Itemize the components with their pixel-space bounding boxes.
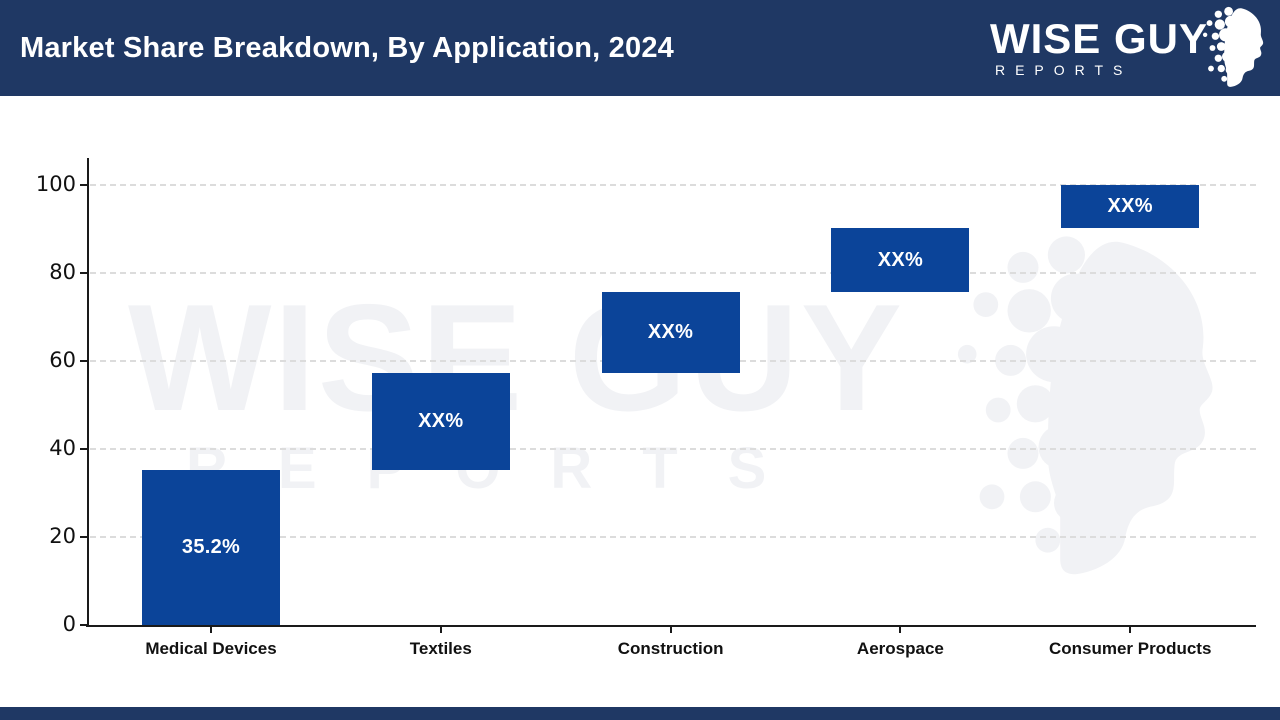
- y-tick-mark: [80, 448, 87, 450]
- bar-value-label: XX%: [418, 410, 464, 433]
- x-tick-mark: [1129, 627, 1132, 633]
- wise-guy-reports-logo: WISE GUY REPORTS: [990, 4, 1270, 92]
- logo-text: WISE GUY REPORTS: [989, 15, 1208, 79]
- y-axis-line: [87, 158, 89, 627]
- x-tick-mark: [899, 627, 902, 633]
- wiseguy-face-icon: [1202, 6, 1264, 87]
- bar-value-label: XX%: [1107, 195, 1153, 218]
- gridline-80: [90, 272, 1256, 274]
- y-tick-mark: [80, 536, 87, 538]
- bar-textiles: XX%: [371, 373, 510, 471]
- y-tick-label: 100: [35, 172, 76, 196]
- logo-subtitle: REPORTS: [994, 62, 1133, 78]
- gridline-40: [90, 448, 1256, 450]
- x-category-label: Aerospace: [856, 639, 944, 658]
- bar-value-label: 35.2%: [181, 536, 241, 559]
- logo-wordmark: WISE GUY: [989, 15, 1208, 62]
- bar-value-label: XX%: [647, 321, 694, 344]
- x-category-label: Textiles: [409, 639, 472, 658]
- y-tick-label: 40: [49, 436, 76, 460]
- x-category-label: Consumer Products: [1048, 639, 1212, 658]
- y-tick-mark: [80, 624, 87, 626]
- x-tick-mark: [669, 627, 672, 633]
- y-tick-label: 20: [49, 524, 76, 548]
- page-title: Market Share Breakdown, By Application, …: [20, 31, 674, 64]
- x-category-label: Construction: [617, 639, 724, 658]
- bar-medical-devices: 35.2%: [142, 470, 280, 625]
- x-tick-mark: [210, 627, 212, 633]
- bar-aerospace: XX%: [831, 228, 970, 292]
- y-tick-mark: [80, 272, 87, 274]
- gridline-100: [90, 184, 1256, 186]
- bar-value-label: XX%: [877, 248, 924, 271]
- y-tick-mark: [80, 360, 87, 362]
- bar-consumer-products: XX%: [1061, 185, 1200, 229]
- y-tick-label: 80: [49, 260, 76, 284]
- footer-banner: [0, 707, 1280, 720]
- watermark-face-icon: [957, 236, 1213, 575]
- watermark-wordmark: WISE GUY: [128, 273, 905, 443]
- x-tick-mark: [439, 627, 442, 633]
- y-tick-label: 60: [49, 348, 76, 372]
- x-category-label: Medical Devices: [145, 639, 277, 658]
- y-tick-mark: [80, 184, 87, 186]
- header-banner: Market Share Breakdown, By Application, …: [0, 0, 1280, 96]
- bar-construction: XX%: [601, 291, 740, 374]
- gridline-20: [90, 536, 1256, 538]
- y-tick-label: 0: [62, 612, 76, 636]
- x-axis-line: [86, 625, 1256, 627]
